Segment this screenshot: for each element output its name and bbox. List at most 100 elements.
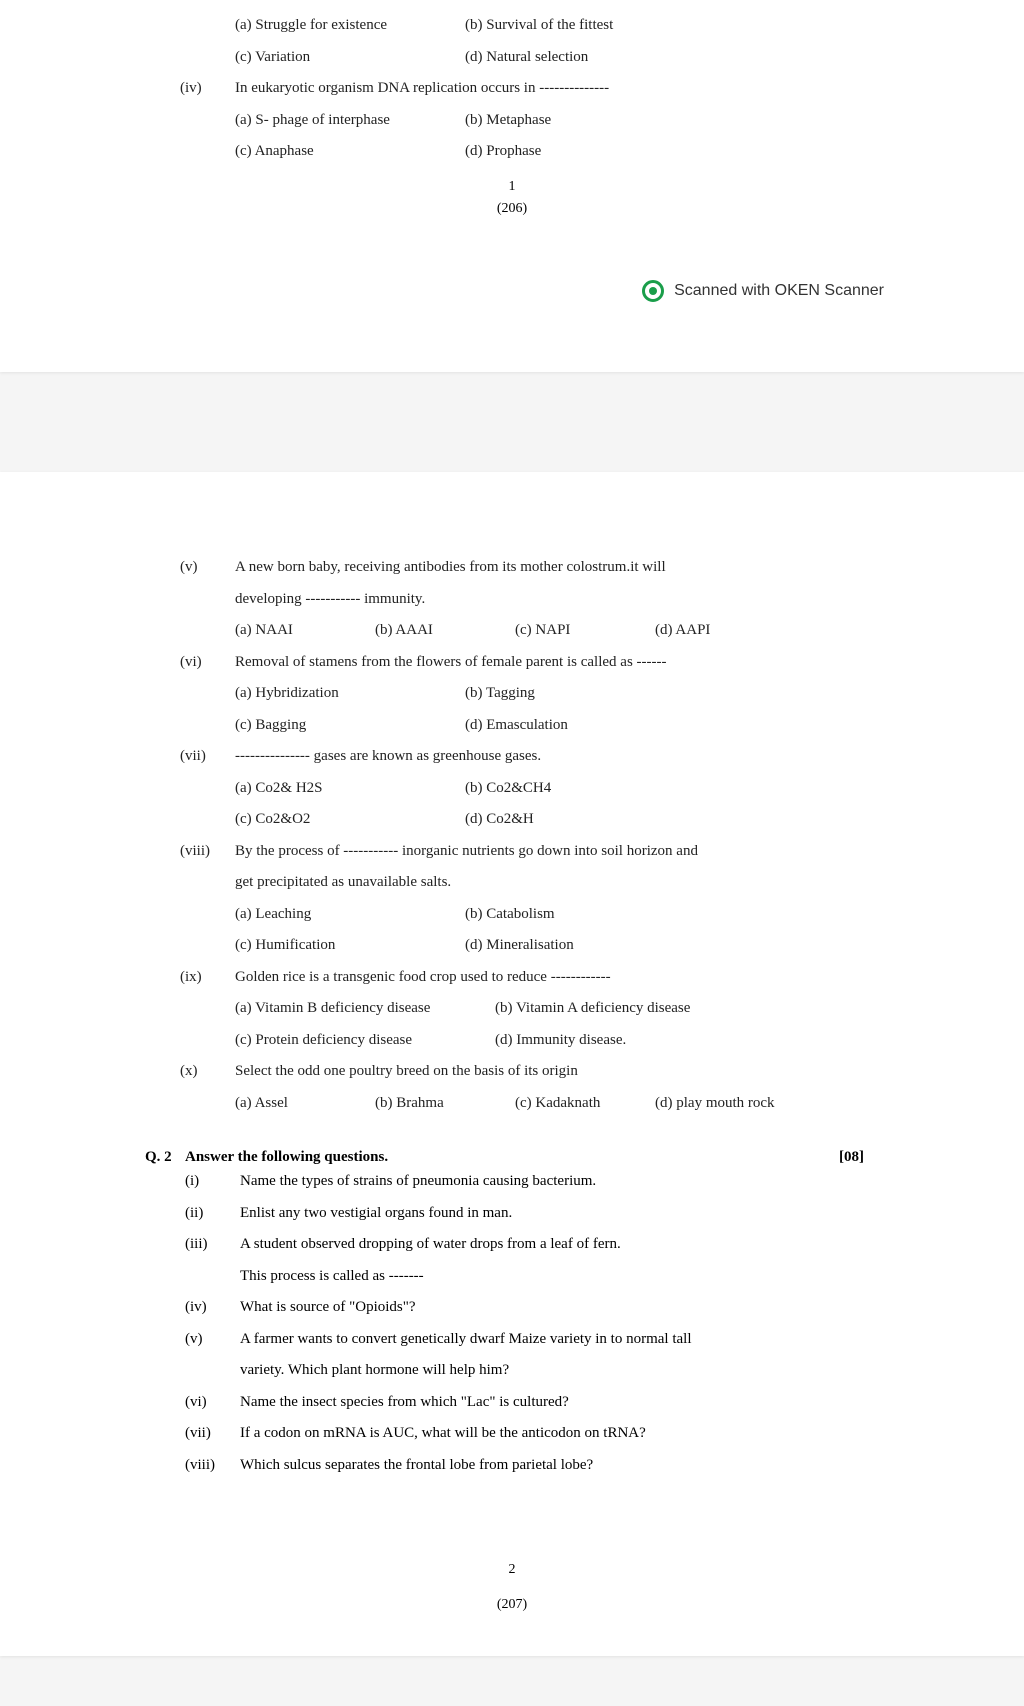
- option-a: (a) Co2& H2S: [235, 773, 465, 805]
- option-d: (d) Emasculation: [465, 710, 695, 742]
- option-c: (c) Co2&O2: [235, 804, 465, 836]
- option-a: (a) Hybridization: [235, 678, 465, 710]
- question-number: (vi): [180, 647, 235, 679]
- option-d: (d) Natural selection: [465, 42, 695, 74]
- option-d: (d) play mouth rock: [655, 1088, 815, 1120]
- option-b: (b) Catabolism: [465, 899, 695, 931]
- question-number: (x): [180, 1056, 235, 1088]
- sub-number: (i): [185, 1166, 240, 1198]
- question-iv-options-row2: (c) Anaphase (d) Prophase: [180, 136, 864, 168]
- page-number: 2: [40, 1559, 984, 1581]
- option-b: (b) Brahma: [375, 1088, 515, 1120]
- q2-sub-viii: (viii) Which sulcus separates the fronta…: [185, 1450, 864, 1482]
- q2-sub-vii: (vii) If a codon on mRNA is AUC, what wi…: [185, 1418, 864, 1450]
- question-viii-line2: get precipitated as unavailable salts.: [180, 867, 864, 899]
- q2-marks: [08]: [839, 1149, 864, 1166]
- question-vi-options-row2: (c) Bagging (d) Emasculation: [180, 710, 864, 742]
- question-group: (v) A new born baby, receiving antibodie…: [180, 552, 864, 1119]
- option-a: (a) Leaching: [235, 899, 465, 931]
- option-a: (a) S- phage of interphase: [235, 105, 465, 137]
- q2-sub-vi: (vi) Name the insect species from which …: [185, 1387, 864, 1419]
- question-text: get precipitated as unavailable salts.: [235, 867, 864, 899]
- option-d: (d) Co2&H: [465, 804, 695, 836]
- option-c: (c) Variation: [235, 42, 465, 74]
- option-c: (c) Protein deficiency disease: [235, 1025, 495, 1057]
- question-x: (x) Select the odd one poultry breed on …: [180, 1056, 864, 1088]
- q2-sub-iv: (iv) What is source of "Opioids"?: [185, 1292, 864, 1324]
- option-d: (d) Mineralisation: [465, 930, 695, 962]
- question-vi-options-row1: (a) Hybridization (b) Tagging: [180, 678, 864, 710]
- question-iii-options-row2: (c) Variation (d) Natural selection: [180, 42, 864, 74]
- question-ix-options-row1: (a) Vitamin B deficiency disease (b) Vit…: [180, 993, 864, 1025]
- question-ix-options-row2: (c) Protein deficiency disease (d) Immun…: [180, 1025, 864, 1057]
- question-vii: (vii) --------------- gases are known as…: [180, 741, 864, 773]
- sub-text: A farmer wants to convert genetically dw…: [240, 1324, 864, 1356]
- q2-sub-ii: (ii) Enlist any two vestigial organs fou…: [185, 1198, 864, 1230]
- page-footer: 1 (206): [40, 176, 984, 221]
- question-number: (iv): [180, 73, 235, 105]
- question-v-options: (a) NAAI (b) AAAI (c) NAPI (d) AAPI: [180, 615, 864, 647]
- option-c: (c) Kadaknath: [515, 1088, 655, 1120]
- option-a: (a) Assel: [235, 1088, 375, 1120]
- question-viii-options-row2: (c) Humification (d) Mineralisation: [180, 930, 864, 962]
- option-a: (a) Vitamin B deficiency disease: [235, 993, 495, 1025]
- scanner-text: Scanned with OKEN Scanner: [674, 282, 884, 300]
- sub-number: (viii): [185, 1450, 240, 1482]
- question-v: (v) A new born baby, receiving antibodie…: [180, 552, 864, 584]
- question-v-line2: developing ----------- immunity.: [180, 584, 864, 616]
- option-d: (d) Immunity disease.: [495, 1025, 755, 1057]
- sub-number: (ii): [185, 1198, 240, 1230]
- question-iii-options-row1: (a) Struggle for existence (b) Survival …: [180, 10, 864, 42]
- question-number: (vii): [180, 741, 235, 773]
- option-c: (c) Bagging: [235, 710, 465, 742]
- question-number: (v): [180, 552, 235, 584]
- question-vii-options-row2: (c) Co2&O2 (d) Co2&H: [180, 804, 864, 836]
- question-text: --------------- gases are known as green…: [235, 741, 864, 773]
- question-number: (viii): [180, 836, 235, 868]
- question-text: A new born baby, receiving antibodies fr…: [235, 552, 864, 584]
- q2-header: Q. 2 Answer the following questions. [08…: [145, 1149, 864, 1166]
- sub-number: (vii): [185, 1418, 240, 1450]
- question-vi: (vi) Removal of stamens from the flowers…: [180, 647, 864, 679]
- option-b: (b) Co2&CH4: [465, 773, 695, 805]
- q2-title: Answer the following questions.: [185, 1149, 839, 1166]
- sub-number: (vi): [185, 1387, 240, 1419]
- question-text: By the process of ----------- inorganic …: [235, 836, 864, 868]
- sub-text: Which sulcus separates the frontal lobe …: [240, 1450, 864, 1482]
- sub-text: Name the insect species from which "Lac"…: [240, 1387, 864, 1419]
- sub-text: Name the types of strains of pneumonia c…: [240, 1166, 864, 1198]
- page-reference: (206): [40, 198, 984, 220]
- option-b: (b) Vitamin A deficiency disease: [495, 993, 755, 1025]
- page-gap: [0, 422, 1024, 472]
- sub-text: Enlist any two vestigial organs found in…: [240, 1198, 864, 1230]
- spacer: [185, 1355, 240, 1387]
- sub-text: variety. Which plant hormone will help h…: [240, 1355, 864, 1387]
- q2-sub-iii: (iii) A student observed dropping of wat…: [185, 1229, 864, 1261]
- scanner-icon: [642, 280, 664, 302]
- question-text: In eukaryotic organism DNA replication o…: [235, 73, 864, 105]
- page-number: 1: [40, 176, 984, 198]
- question-iv: (iv) In eukaryotic organism DNA replicat…: [180, 73, 864, 105]
- option-b: (b) Metaphase: [465, 105, 695, 137]
- question-viii-options-row1: (a) Leaching (b) Catabolism: [180, 899, 864, 931]
- scanned-page-1: (a) Struggle for existence (b) Survival …: [0, 0, 1024, 372]
- sub-text: This process is called as -------: [240, 1261, 864, 1293]
- scanner-watermark: Scanned with OKEN Scanner: [40, 220, 984, 332]
- question-number: (ix): [180, 962, 235, 994]
- page-footer: 2 (207): [40, 1559, 984, 1616]
- question-viii: (viii) By the process of ----------- ino…: [180, 836, 864, 868]
- q2-sub-v: (v) A farmer wants to convert geneticall…: [185, 1324, 864, 1356]
- question-text: Golden rice is a transgenic food crop us…: [235, 962, 864, 994]
- q2-number: Q. 2: [145, 1149, 185, 1166]
- option-d: (d) AAPI: [655, 615, 815, 647]
- sub-text: If a codon on mRNA is AUC, what will be …: [240, 1418, 864, 1450]
- option-c: (c) Humification: [235, 930, 465, 962]
- q2-sub-i: (i) Name the types of strains of pneumon…: [185, 1166, 864, 1198]
- scanned-page-2: (v) A new born baby, receiving antibodie…: [0, 472, 1024, 1656]
- question-vii-options-row1: (a) Co2& H2S (b) Co2&CH4: [180, 773, 864, 805]
- option-b: (b) Survival of the fittest: [465, 10, 695, 42]
- question-ix: (ix) Golden rice is a transgenic food cr…: [180, 962, 864, 994]
- option-d: (d) Prophase: [465, 136, 695, 168]
- question-x-options: (a) Assel (b) Brahma (c) Kadaknath (d) p…: [180, 1088, 864, 1120]
- sub-text: What is source of "Opioids"?: [240, 1292, 864, 1324]
